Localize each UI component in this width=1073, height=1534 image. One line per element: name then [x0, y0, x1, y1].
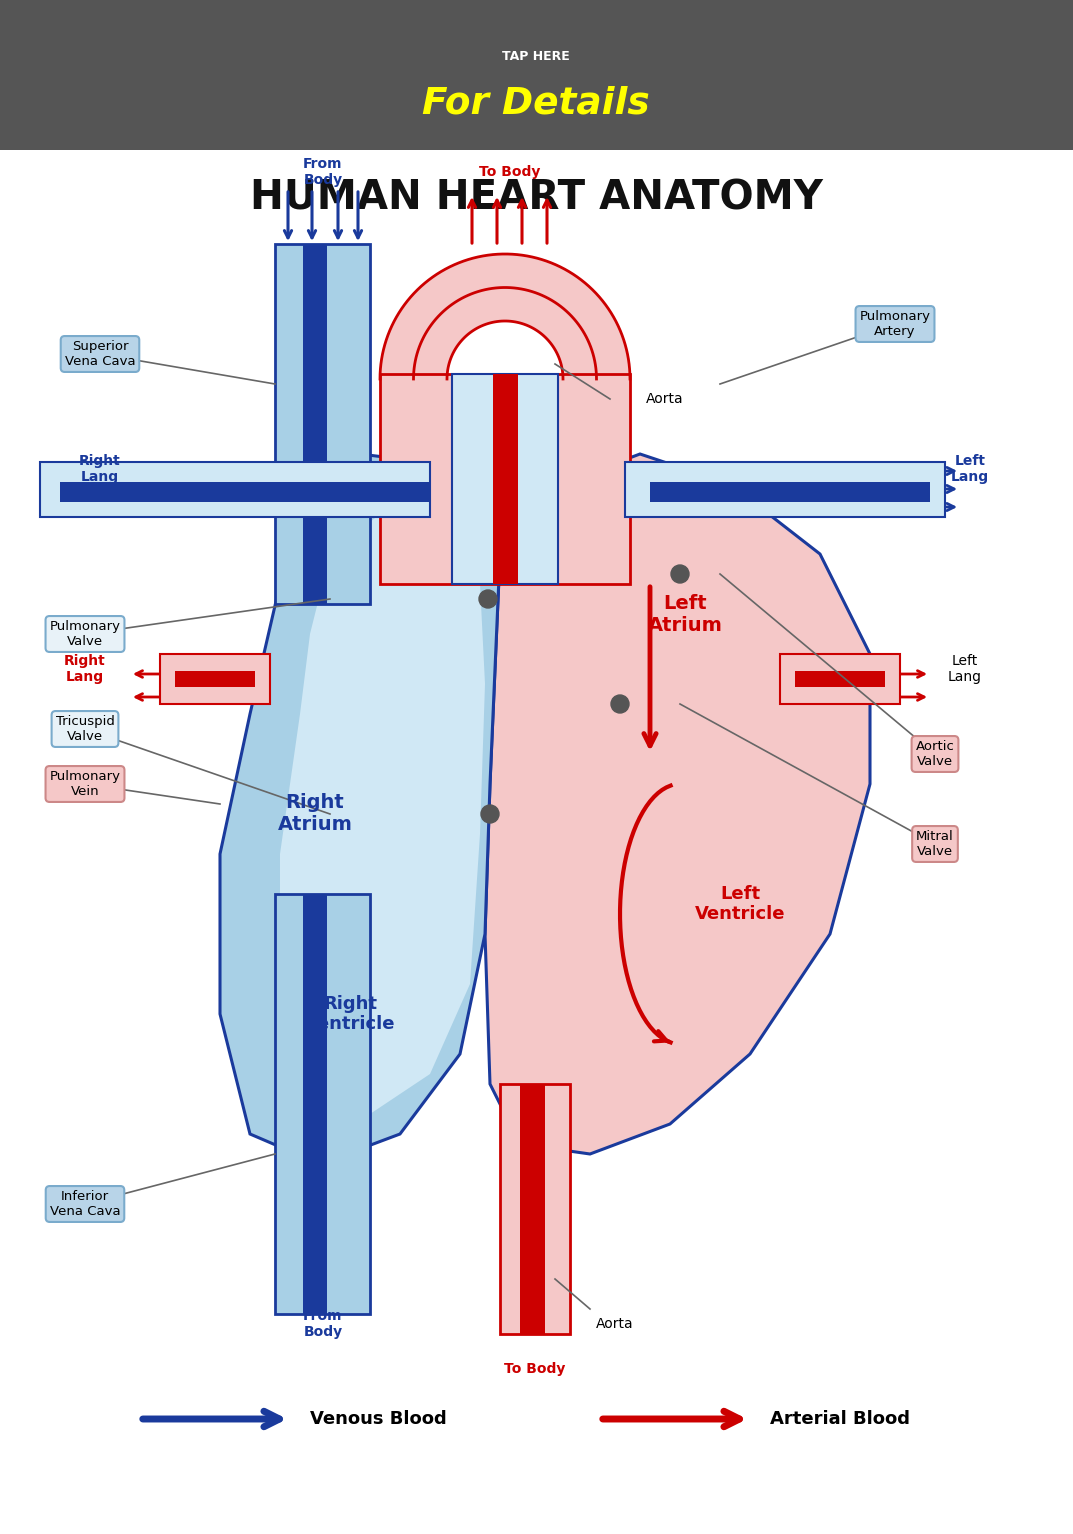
- FancyBboxPatch shape: [275, 244, 370, 604]
- Text: Aortic
Valve: Aortic Valve: [915, 739, 955, 769]
- Text: Inferior
Vena Cava: Inferior Vena Cava: [49, 1190, 120, 1218]
- Circle shape: [479, 591, 497, 607]
- Text: Arterial Blood: Arterial Blood: [770, 1410, 910, 1428]
- Text: Left
Atrium: Left Atrium: [648, 594, 722, 635]
- Text: Right
Ventricle: Right Ventricle: [305, 994, 395, 1034]
- Text: Left
Lang: Left Lang: [949, 653, 982, 684]
- Text: To Body: To Body: [504, 1362, 565, 1376]
- Text: Pulmonary
Valve: Pulmonary Valve: [49, 620, 120, 647]
- FancyBboxPatch shape: [40, 462, 430, 517]
- Polygon shape: [485, 454, 870, 1154]
- Text: To Body: To Body: [480, 166, 541, 179]
- FancyBboxPatch shape: [452, 374, 558, 584]
- Polygon shape: [380, 255, 630, 379]
- FancyBboxPatch shape: [780, 653, 900, 704]
- Polygon shape: [280, 514, 485, 1114]
- Text: Right
Lang: Right Lang: [64, 653, 106, 684]
- FancyBboxPatch shape: [520, 1085, 545, 1335]
- Text: Pulmonary
Vein: Pulmonary Vein: [49, 770, 120, 798]
- Polygon shape: [220, 454, 500, 1164]
- Text: From
Body: From Body: [304, 156, 342, 187]
- Text: HUMAN HEART ANATOMY: HUMAN HEART ANATOMY: [250, 179, 822, 219]
- FancyBboxPatch shape: [275, 894, 370, 1315]
- Text: Left
Lang: Left Lang: [951, 454, 989, 485]
- Text: Mitral
Valve: Mitral Valve: [916, 830, 954, 858]
- Text: Right
Lang: Right Lang: [79, 454, 121, 485]
- FancyBboxPatch shape: [0, 0, 1073, 150]
- Text: Superior
Vena Cava: Superior Vena Cava: [64, 341, 135, 368]
- FancyBboxPatch shape: [303, 894, 327, 1315]
- Text: Left
Ventricle: Left Ventricle: [694, 885, 785, 923]
- FancyBboxPatch shape: [624, 462, 945, 517]
- FancyBboxPatch shape: [60, 482, 430, 502]
- Text: Aorta: Aorta: [597, 1318, 634, 1332]
- Text: Right
Atrium: Right Atrium: [278, 793, 352, 834]
- FancyBboxPatch shape: [380, 374, 630, 584]
- FancyBboxPatch shape: [303, 244, 327, 604]
- FancyBboxPatch shape: [160, 653, 270, 704]
- FancyBboxPatch shape: [175, 670, 255, 687]
- Text: Aorta: Aorta: [646, 393, 684, 407]
- FancyBboxPatch shape: [650, 482, 930, 502]
- Circle shape: [611, 695, 629, 713]
- Text: Tricuspid
Valve: Tricuspid Valve: [56, 715, 115, 742]
- Text: For Details: For Details: [422, 86, 650, 123]
- Text: Venous Blood: Venous Blood: [310, 1410, 446, 1428]
- FancyBboxPatch shape: [493, 374, 518, 584]
- Circle shape: [671, 565, 689, 583]
- FancyBboxPatch shape: [500, 1085, 570, 1335]
- FancyBboxPatch shape: [795, 670, 885, 687]
- Circle shape: [481, 805, 499, 824]
- Text: From
Body: From Body: [304, 1309, 342, 1339]
- Text: Pulmonary
Artery: Pulmonary Artery: [859, 310, 930, 337]
- Text: TAP HERE: TAP HERE: [502, 49, 570, 63]
